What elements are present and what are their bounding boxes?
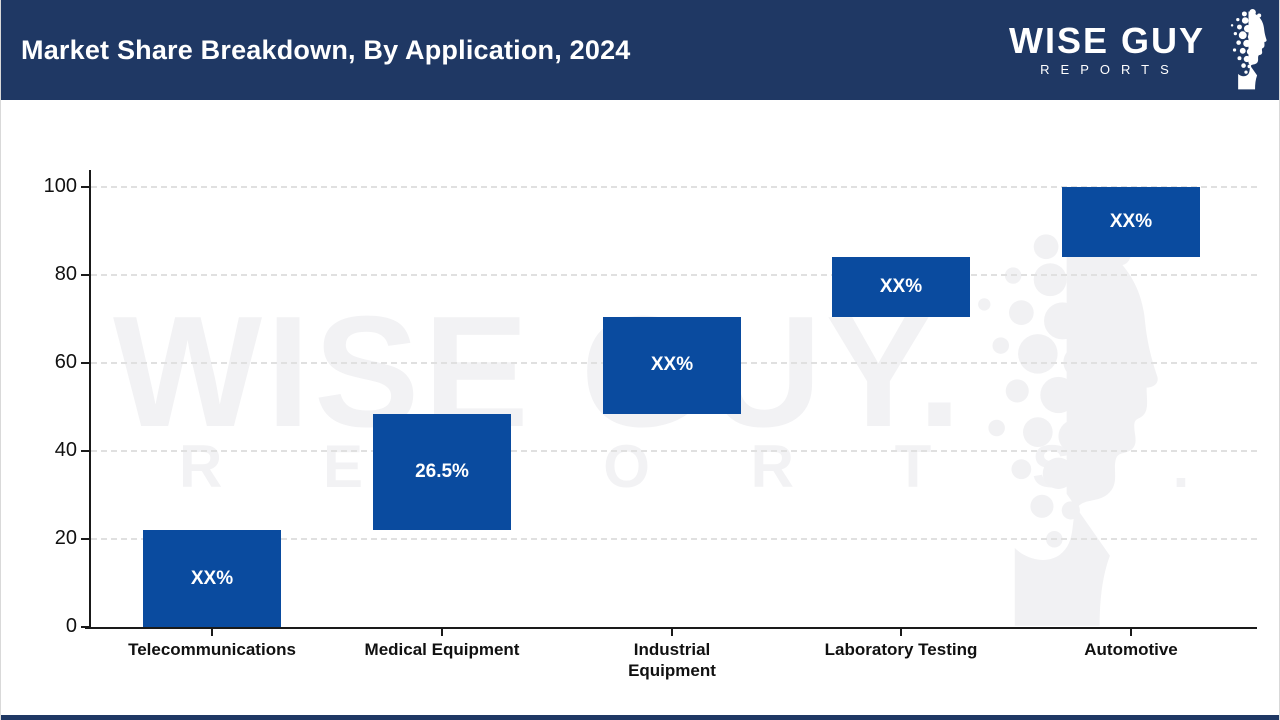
chart-area: WISE GUY. R E P O R T S . 0 20 40 60 80 100 XX…: [1, 100, 1279, 715]
bar-value-label-automotive: XX%: [1109, 211, 1153, 233]
x-category-label-laboratory-testing: Laboratory Testing: [824, 640, 978, 659]
x-tick-medical-equipment: [441, 629, 443, 636]
gridline-40: [91, 450, 1257, 452]
logo-wordmark: WISE GUY: [1008, 20, 1205, 61]
x-tick-laboratory-testing: [900, 629, 902, 636]
gridline-20: [91, 538, 1257, 540]
bar-medical-equipment: 26.5%: [373, 413, 511, 531]
wiseguy-logo: WISE GUY REPORTS: [1009, 9, 1267, 91]
footer-bar: [1, 715, 1279, 720]
x-category-label-automotive: Automotive: [1084, 640, 1178, 659]
bar-value-label-medical-equipment: 26.5%: [415, 460, 469, 482]
watermark-text: WISE GUY.: [113, 284, 966, 460]
y-tick-label-20: 20: [54, 527, 77, 549]
y-tick-label-100: 100: [43, 175, 77, 197]
y-tick-40: [81, 450, 89, 452]
x-category-label-industrial-equipment: Industrial Equipment: [628, 640, 716, 681]
x-category-label-medical-equipment: Medical Equipment: [364, 640, 520, 659]
logo-text: WISE GUY REPORTS: [1008, 20, 1205, 78]
page-title: Market Share Breakdown, By Application, …: [21, 34, 631, 65]
x-tick-industrial-equipment: [671, 629, 673, 636]
gridline-100: [91, 186, 1257, 188]
gridline-80: [91, 274, 1257, 276]
bar-value-label-telecommunications: XX%: [190, 567, 234, 589]
logo-subtext: REPORTS: [1040, 62, 1180, 77]
x-tick-telecommunications: [211, 629, 213, 636]
y-axis-line: [89, 170, 91, 629]
x-tick-automotive: [1130, 629, 1132, 636]
header: Market Share Breakdown, By Application, …: [1, 0, 1279, 100]
y-tick-60: [81, 362, 89, 364]
y-tick-label-80: 80: [54, 263, 77, 285]
y-tick-100: [81, 186, 89, 188]
bar-automotive: XX%: [1062, 187, 1200, 258]
y-tick-20: [81, 538, 89, 540]
y-tick-label-0: 0: [65, 615, 77, 637]
y-tick-label-60: 60: [54, 351, 77, 373]
y-tick-label-40: 40: [54, 439, 77, 461]
bar-value-label-laboratory-testing: XX%: [879, 276, 923, 298]
bar-industrial-equipment: XX%: [603, 316, 741, 414]
y-tick-80: [81, 274, 89, 276]
bar-value-label-industrial-equipment: XX%: [650, 354, 694, 376]
x-axis-line: [85, 627, 1257, 629]
x-category-label-telecommunications: Telecommunications: [128, 640, 296, 659]
bar-laboratory-testing: XX%: [832, 257, 970, 317]
bar-telecommunications: XX%: [143, 530, 281, 627]
wiseguy-face-icon: [1230, 9, 1267, 90]
